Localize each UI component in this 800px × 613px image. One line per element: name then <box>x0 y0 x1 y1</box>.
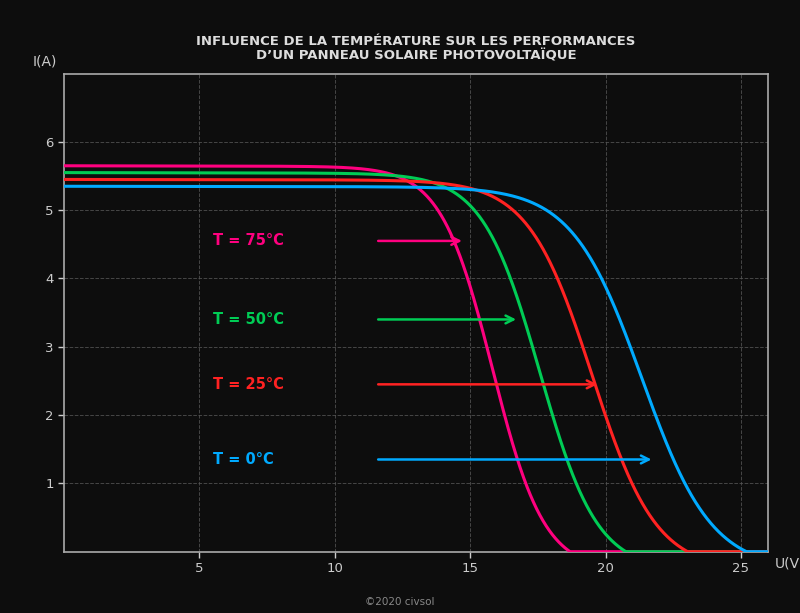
Title: INFLUENCE DE LA TEMPÉRATURE SUR LES PERFORMANCES
D’UN PANNEAU SOLAIRE PHOTOVOLTA: INFLUENCE DE LA TEMPÉRATURE SUR LES PERF… <box>196 34 636 63</box>
Text: T = 50°C: T = 50°C <box>213 312 284 327</box>
Text: T = 25°C: T = 25°C <box>213 377 284 392</box>
Text: U(V): U(V) <box>775 557 800 571</box>
Text: I(A): I(A) <box>33 55 57 69</box>
Text: ©2020 civsol: ©2020 civsol <box>366 597 434 607</box>
Text: T = 75°C: T = 75°C <box>213 234 284 248</box>
Text: T = 0°C: T = 0°C <box>213 452 274 467</box>
